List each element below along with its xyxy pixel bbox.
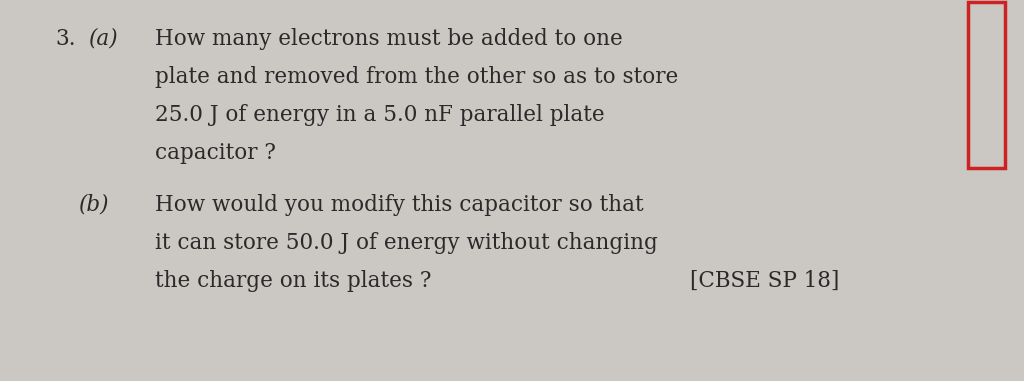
Text: capacitor ?: capacitor ? (155, 142, 275, 164)
Text: plate and removed from the other so as to store: plate and removed from the other so as t… (155, 66, 678, 88)
Text: How would you modify this capacitor so that: How would you modify this capacitor so t… (155, 194, 644, 216)
Text: [CBSE SP 18]: [CBSE SP 18] (690, 270, 840, 292)
Text: 3.: 3. (55, 28, 76, 50)
Text: the charge on its plates ?: the charge on its plates ? (155, 270, 431, 292)
Text: 25.0 J of energy in a 5.0 nF parallel plate: 25.0 J of energy in a 5.0 nF parallel pl… (155, 104, 604, 126)
Text: it can store 50.0 J of energy without changing: it can store 50.0 J of energy without ch… (155, 232, 657, 254)
Bar (968, 2, 1005, 168)
Text: (b): (b) (78, 194, 109, 216)
Text: (a): (a) (88, 28, 118, 50)
Text: How many electrons must be added to one: How many electrons must be added to one (155, 28, 623, 50)
